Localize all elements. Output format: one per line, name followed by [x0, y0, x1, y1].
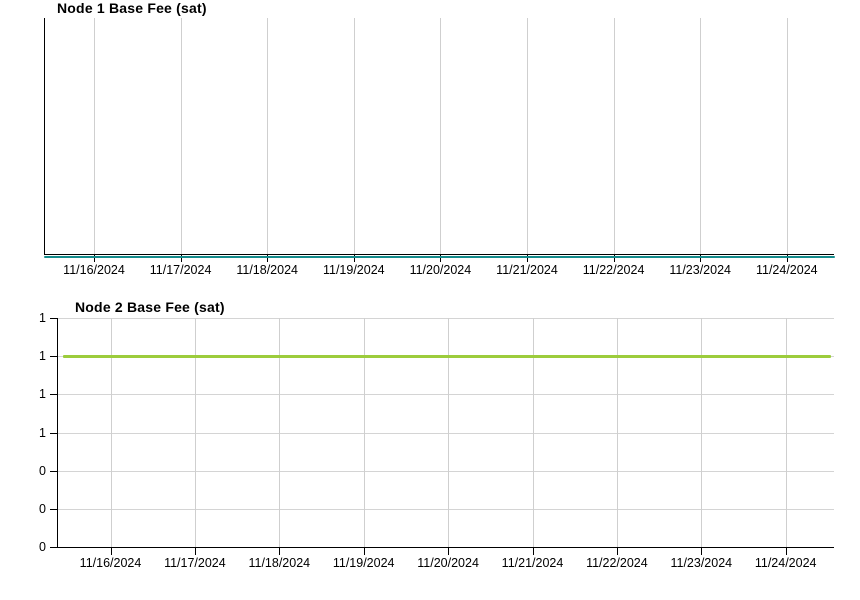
y-axis-tick: [49, 470, 57, 472]
x-tick-label: 11/22/2024: [586, 556, 648, 570]
x-tick-label: 11/23/2024: [670, 556, 733, 570]
v-gridline: [532, 318, 534, 547]
x-axis-tick: [279, 547, 281, 555]
x-axis-tick: [527, 254, 528, 262]
chart-title: Node 1 Base Fee (sat): [57, 0, 207, 16]
v-gridline: [527, 18, 528, 254]
v-gridline: [700, 18, 702, 254]
y-tick-label: 1: [39, 387, 46, 402]
h-gridline: [58, 470, 834, 472]
y-axis-tick: [49, 356, 57, 358]
x-tick-label: 11/24/2024: [754, 556, 817, 570]
y-axis-tick: [49, 508, 57, 510]
x-axis-tick: [616, 547, 618, 555]
x-tick-label: 11/18/2024: [236, 263, 298, 277]
x-axis-tick: [700, 254, 702, 262]
y-tick-label: 1: [39, 425, 46, 440]
x-tick-label: 11/20/2024: [409, 263, 472, 277]
v-gridline: [353, 18, 355, 254]
x-axis-tick: [785, 547, 787, 555]
x-tick-label: 11/21/2024: [501, 556, 564, 570]
x-axis-tick: [194, 547, 196, 555]
x-axis-tick: [448, 547, 450, 555]
x-tick-label: 11/18/2024: [248, 556, 311, 570]
v-gridline: [701, 318, 703, 547]
x-axis-tick: [440, 254, 442, 262]
series-line: [63, 354, 831, 358]
h-gridline: [58, 508, 834, 510]
v-gridline: [785, 318, 787, 547]
x-axis-tick: [353, 254, 355, 262]
v-gridline: [613, 18, 615, 254]
plot-area: 11/16/2024 11/17/2024 11/18/2024 11/19/2024…: [43, 18, 835, 277]
x-tick-label: 11/19/2024: [332, 556, 395, 570]
x-axis-tick: [94, 254, 95, 262]
v-gridline: [786, 18, 788, 254]
x-tick-label: 11/21/2024: [496, 263, 558, 277]
v-gridline: [440, 18, 442, 254]
h-gridline: [58, 432, 834, 434]
h-gridline: [58, 394, 834, 396]
y-tick-label: 1: [39, 311, 46, 325]
h-gridline: [58, 318, 834, 319]
v-gridline: [279, 318, 281, 547]
x-axis-tick: [613, 254, 615, 262]
x-axis-tick: [267, 254, 269, 262]
x-tick-label: 11/16/2024: [79, 556, 142, 570]
x-tick-label: 11/23/2024: [669, 263, 731, 277]
x-tick-label: 11/24/2024: [755, 263, 818, 277]
v-gridline: [267, 18, 269, 254]
chart-title: Node 2 Base Fee (sat): [75, 299, 225, 315]
x-axis-tick: [110, 547, 112, 555]
y-tick-label: 0: [39, 540, 46, 554]
y-tick-label: 1: [39, 349, 46, 364]
x-tick-label: 11/17/2024: [164, 556, 226, 570]
v-gridline: [448, 318, 450, 547]
x-axis-tick: [532, 547, 534, 555]
y-axis-tick: [49, 547, 57, 548]
x-tick-label: 11/17/2024: [149, 263, 212, 277]
x-tick-label: 11/19/2024: [322, 263, 385, 277]
y-tick-label: 0: [39, 501, 46, 516]
x-tick-label: 11/20/2024: [417, 556, 479, 570]
v-gridline: [94, 18, 95, 254]
x-axis-tick: [786, 254, 788, 262]
x-axis-tick: [701, 547, 703, 555]
y-axis-tick: [49, 432, 57, 434]
x-tick-label: 11/16/2024: [63, 263, 125, 277]
plot-area: 1 1 1 1 0 0 0 11/16/2024 11/17/2024 11/18/2024 11/…: [39, 311, 834, 570]
x-tick-label: 11/22/2024: [582, 263, 645, 277]
y-axis-tick: [49, 394, 57, 396]
x-axis-tick: [180, 254, 182, 262]
y-tick-label: 0: [39, 463, 46, 478]
series-line: [43, 255, 835, 258]
v-gridline: [363, 318, 365, 547]
v-gridline: [110, 318, 112, 547]
v-gridline: [180, 18, 182, 254]
y-axis-tick: [49, 318, 57, 319]
v-gridline: [194, 318, 196, 547]
x-axis-tick: [363, 547, 365, 555]
v-gridline: [616, 318, 618, 547]
